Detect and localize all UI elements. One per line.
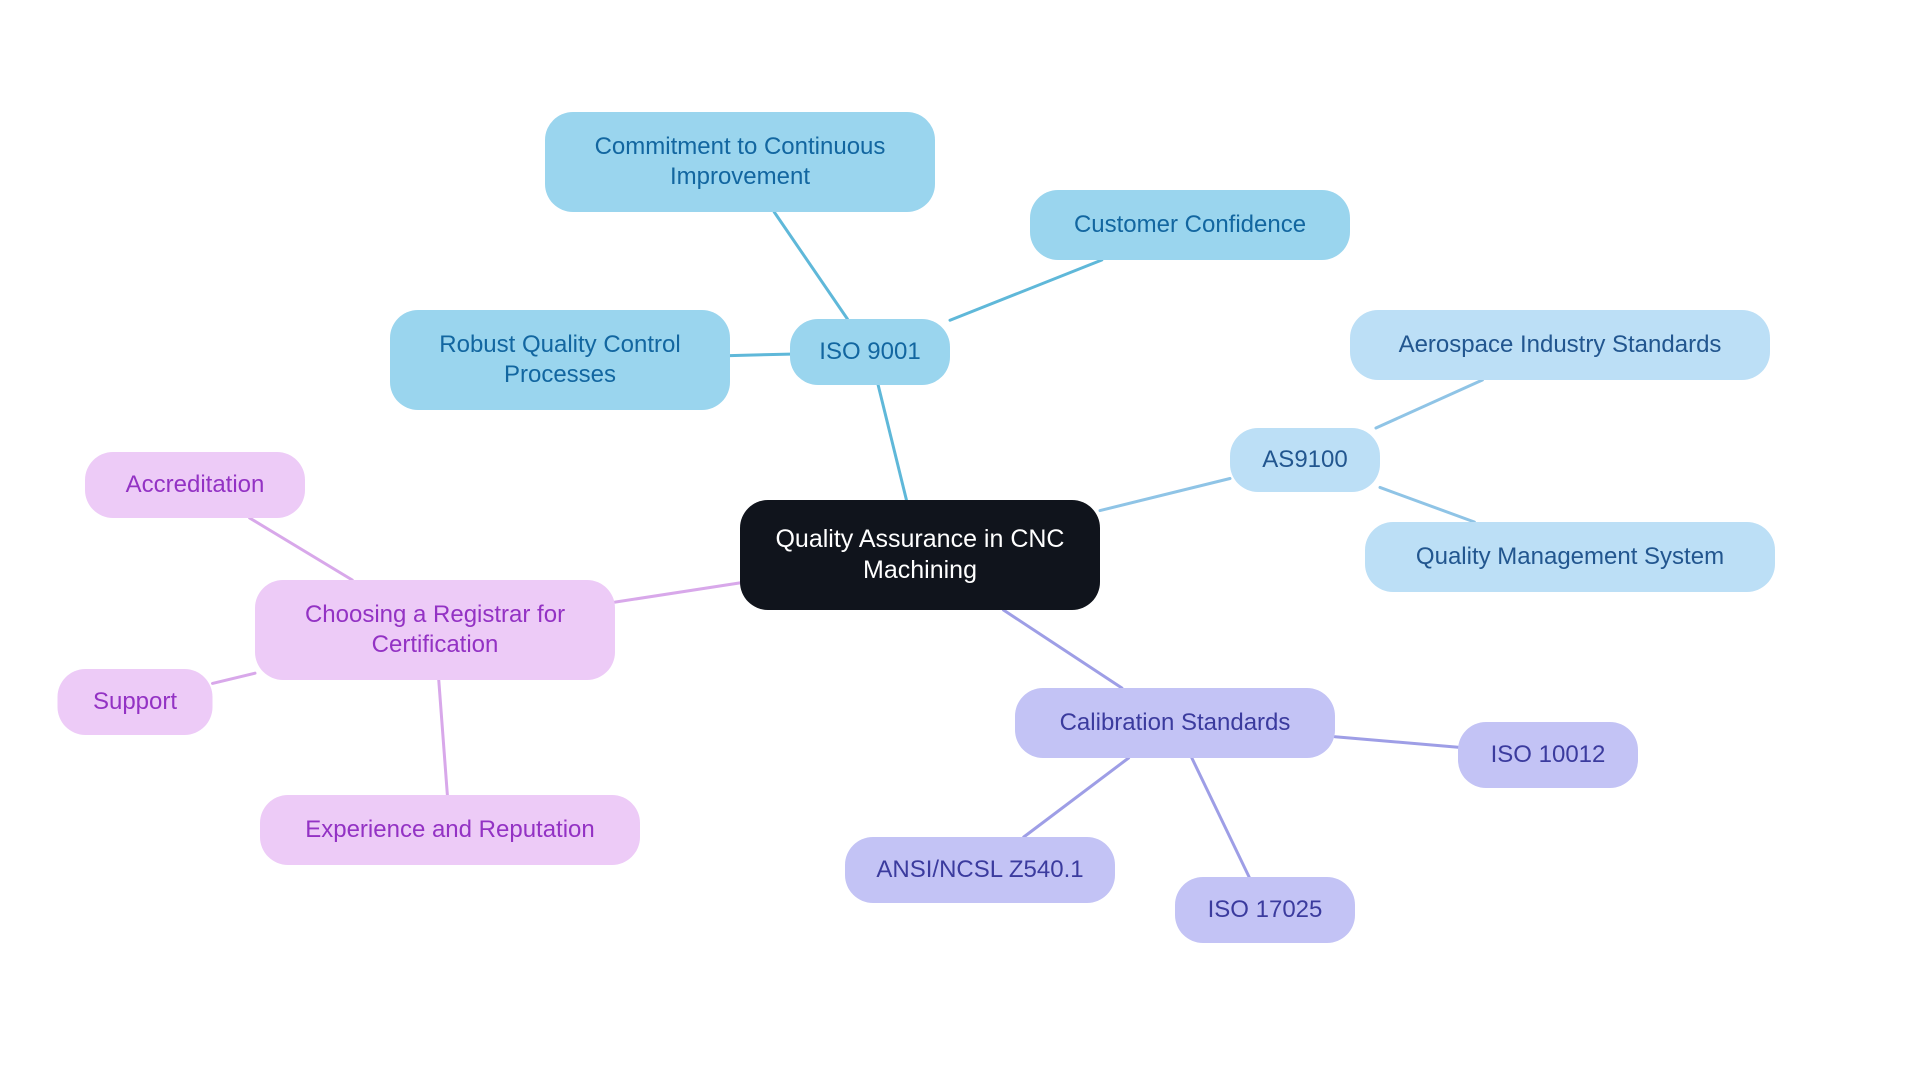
node-ansi: ANSI/NCSL Z540.1 (845, 837, 1115, 903)
edge-as9100-qms (1380, 487, 1474, 522)
edge-center-registrar (615, 583, 740, 602)
node-iso10012: ISO 10012 (1458, 722, 1638, 788)
node-support: Support (58, 669, 213, 735)
node-label: Aerospace Industry Standards (1399, 330, 1722, 360)
node-label: Quality Management System (1416, 542, 1724, 572)
node-iso9001: ISO 9001 (790, 319, 950, 385)
node-label: Customer Confidence (1074, 210, 1306, 240)
node-label: Experience and Reputation (305, 815, 595, 845)
node-robust_qc: Robust Quality Control Processes (390, 310, 730, 410)
node-calibration: Calibration Standards (1015, 688, 1335, 758)
node-commitment: Commitment to Continuous Improvement (545, 112, 935, 212)
edge-calibration-ansi (1024, 758, 1129, 837)
node-as9100: AS9100 (1230, 428, 1380, 492)
edge-center-calibration (1003, 610, 1121, 688)
edge-registrar-accreditation (250, 518, 353, 580)
edge-iso9001-robust_qc (730, 354, 790, 356)
node-label: Choosing a Registrar for Certification (305, 600, 565, 660)
edge-calibration-iso17025 (1192, 758, 1249, 877)
node-label: ISO 10012 (1491, 740, 1606, 770)
node-experience: Experience and Reputation (260, 795, 640, 865)
edge-registrar-experience (439, 680, 448, 795)
node-label: ISO 9001 (819, 337, 920, 367)
edge-iso9001-commitment (774, 212, 847, 319)
node-label: ISO 17025 (1208, 895, 1323, 925)
mindmap-canvas: Quality Assurance in CNC Machining ISO 90… (0, 0, 1920, 1083)
edge-calibration-iso10012 (1335, 737, 1458, 748)
node-label: Support (93, 687, 177, 717)
edge-registrar-support (213, 673, 256, 683)
node-aero_std: Aerospace Industry Standards (1350, 310, 1770, 380)
node-label: Calibration Standards (1060, 708, 1291, 738)
node-qms: Quality Management System (1365, 522, 1775, 592)
edge-iso9001-customer_conf (950, 260, 1102, 320)
node-label: Robust Quality Control Processes (439, 330, 680, 390)
edge-center-as9100 (1100, 479, 1230, 511)
node-label: Quality Assurance in CNC Machining (775, 524, 1064, 587)
node-label: Commitment to Continuous Improvement (595, 132, 886, 192)
node-customer_conf: Customer Confidence (1030, 190, 1350, 260)
node-iso17025: ISO 17025 (1175, 877, 1355, 943)
node-accreditation: Accreditation (85, 452, 305, 518)
edge-center-iso9001 (878, 385, 906, 500)
node-label: ANSI/NCSL Z540.1 (876, 855, 1083, 885)
node-label: AS9100 (1262, 445, 1347, 475)
node-center: Quality Assurance in CNC Machining (740, 500, 1100, 610)
edge-as9100-aero_std (1376, 380, 1482, 428)
node-label: Accreditation (126, 470, 265, 500)
node-registrar: Choosing a Registrar for Certification (255, 580, 615, 680)
